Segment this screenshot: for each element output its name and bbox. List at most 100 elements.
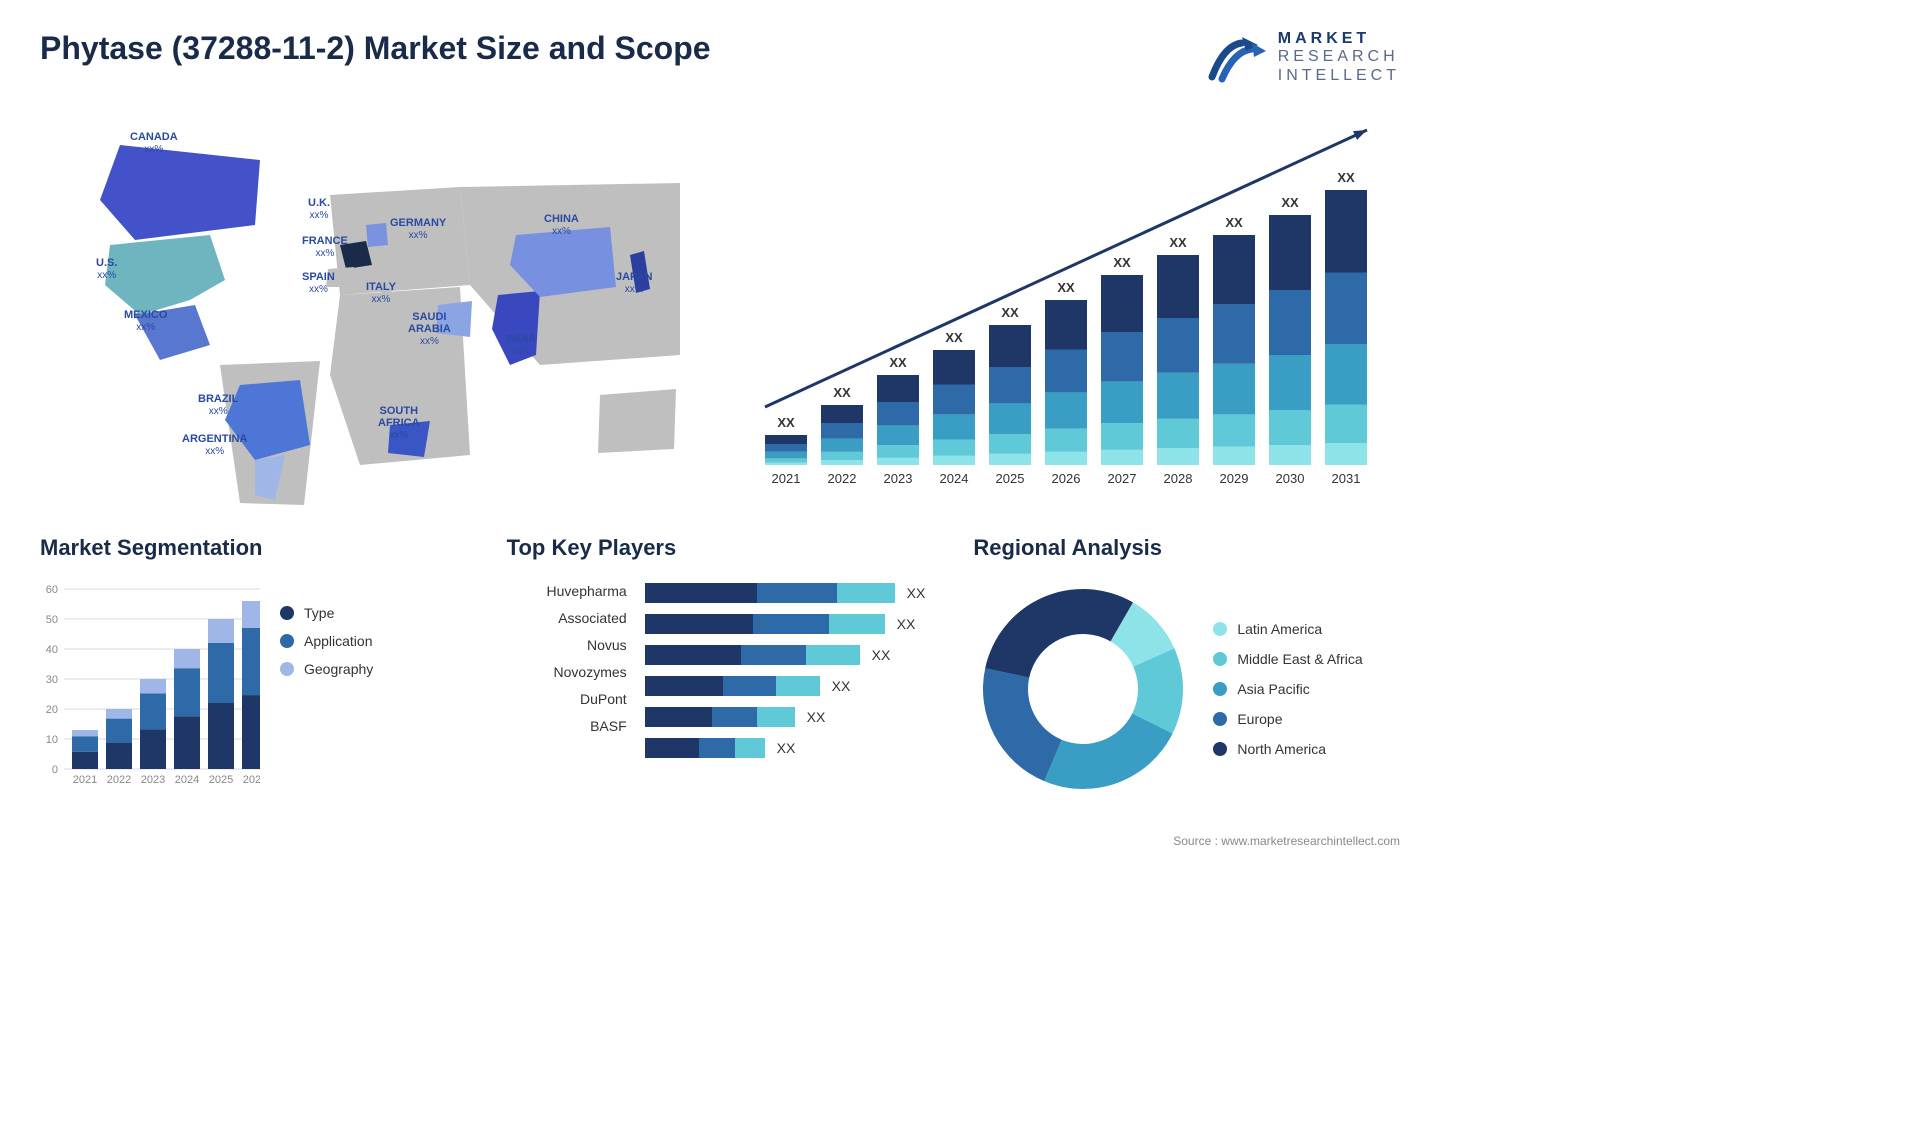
main-bar-year: 2029 — [1220, 471, 1249, 486]
seg-year: 2023 — [141, 774, 165, 786]
main-bar-segment — [765, 435, 807, 444]
seg-year: 2025 — [209, 774, 233, 786]
main-bar-segment — [821, 423, 863, 439]
main-bar-segment — [877, 458, 919, 465]
kp-label: DuPont — [507, 691, 627, 707]
kp-bar-segment — [829, 614, 884, 634]
main-bar-segment — [1101, 382, 1143, 424]
main-bar-segment — [1269, 355, 1311, 410]
main-bar-year: 2027 — [1108, 471, 1137, 486]
main-bar-value: XX — [1113, 255, 1131, 270]
map-label-italy: ITALYxx% — [366, 281, 396, 305]
main-bar-segment — [1045, 350, 1087, 393]
main-bar-segment — [933, 456, 975, 465]
country-aus_bg — [598, 389, 676, 453]
kp-bar-segment — [757, 707, 795, 727]
main-bar-segment — [877, 426, 919, 446]
seg-bar-segment — [72, 736, 98, 752]
main-bar-segment — [765, 459, 807, 463]
ra-legend-label: Asia Pacific — [1237, 681, 1309, 697]
legend-dot-icon — [1213, 622, 1227, 636]
ra-legend-item: North America — [1213, 741, 1362, 757]
kp-bar-segment — [699, 738, 735, 758]
seg-year: 2022 — [107, 774, 131, 786]
main-bar-segment — [1101, 423, 1143, 450]
main-bar-segment — [1213, 235, 1255, 304]
kp-bar — [645, 738, 765, 758]
kp-value: XX — [897, 616, 916, 632]
main-bar-year: 2024 — [940, 471, 969, 486]
main-bar-segment — [821, 439, 863, 452]
donut-slice — [1045, 714, 1173, 790]
main-bar-segment — [1325, 344, 1367, 405]
seg-bar-segment — [72, 730, 98, 736]
kp-bar-segment — [757, 583, 837, 603]
segmentation-title: Market Segmentation — [40, 535, 467, 561]
kp-label: Associated — [507, 610, 627, 626]
segmentation-svg: 0102030405060202120222023202420252026 — [40, 579, 260, 789]
main-bar-value: XX — [1337, 170, 1355, 185]
map-label-india: INDIAxx% — [506, 333, 536, 357]
main-bar-segment — [821, 405, 863, 423]
kp-bar-segment — [645, 738, 699, 758]
ra-legend-label: Latin America — [1237, 621, 1322, 637]
seg-bar-segment — [208, 643, 234, 703]
seg-legend-item: Application — [280, 633, 373, 649]
logo-line3: INTELLECT — [1278, 67, 1400, 85]
main-bar-segment — [1157, 318, 1199, 373]
legend-dot-icon — [1213, 742, 1227, 756]
seg-ytick: 20 — [46, 704, 58, 716]
kp-bar-segment — [645, 583, 758, 603]
key-players-title: Top Key Players — [507, 535, 934, 561]
seg-bar-segment — [106, 719, 132, 743]
main-bar-year: 2022 — [828, 471, 857, 486]
seg-year: 2021 — [73, 774, 97, 786]
main-bar-value: XX — [889, 355, 907, 370]
main-bar-segment — [933, 350, 975, 385]
main-bar-segment — [989, 325, 1031, 367]
map-label-germany: GERMANYxx% — [390, 217, 446, 241]
page-title: Phytase (37288-11-2) Market Size and Sco… — [40, 30, 711, 67]
main-bar-segment — [1213, 447, 1255, 465]
seg-bar-segment — [242, 695, 260, 769]
kp-bar-segment — [645, 707, 713, 727]
country-canada — [100, 145, 260, 240]
map-label-southafrica: SOUTHAFRICAxx% — [378, 405, 420, 441]
main-bar-value: XX — [1001, 305, 1019, 320]
main-bar-segment — [1325, 273, 1367, 345]
main-bar-segment — [1045, 452, 1087, 465]
regional-legend: Latin AmericaMiddle East & AfricaAsia Pa… — [1213, 621, 1362, 757]
kp-label: BASF — [507, 718, 627, 734]
main-bar-segment — [1101, 332, 1143, 381]
main-bar-segment — [1213, 304, 1255, 364]
logo-line1: MARKET — [1278, 30, 1400, 48]
seg-bar-segment — [242, 601, 260, 628]
kp-bar — [645, 614, 885, 634]
main-bar-value: XX — [945, 330, 963, 345]
kp-bar — [645, 676, 820, 696]
seg-bar-segment — [140, 679, 166, 693]
kp-bar-segment — [645, 645, 742, 665]
kp-row: XX — [645, 738, 934, 758]
map-label-us: U.S.xx% — [96, 257, 117, 281]
kp-value: XX — [872, 647, 891, 663]
ra-legend-item: Asia Pacific — [1213, 681, 1362, 697]
main-bar-segment — [1045, 300, 1087, 350]
legend-dot-icon — [280, 662, 294, 676]
main-bar-segment — [1213, 364, 1255, 415]
kp-row: XX — [645, 645, 934, 665]
main-bar-segment — [1325, 443, 1367, 465]
kp-bar-segment — [712, 707, 757, 727]
country-germany — [366, 223, 388, 247]
main-bar-segment — [765, 463, 807, 465]
segmentation-panel: Market Segmentation 01020304050602021202… — [40, 535, 467, 799]
main-bar-segment — [1045, 393, 1087, 429]
kp-value: XX — [777, 740, 796, 756]
kp-value: XX — [832, 678, 851, 694]
main-bar-year: 2030 — [1276, 471, 1305, 486]
kp-bar-segment — [723, 676, 776, 696]
legend-dot-icon — [1213, 712, 1227, 726]
map-label-canada: CANADAxx% — [130, 131, 178, 155]
seg-bar-segment — [174, 716, 200, 769]
main-bar-segment — [989, 404, 1031, 435]
